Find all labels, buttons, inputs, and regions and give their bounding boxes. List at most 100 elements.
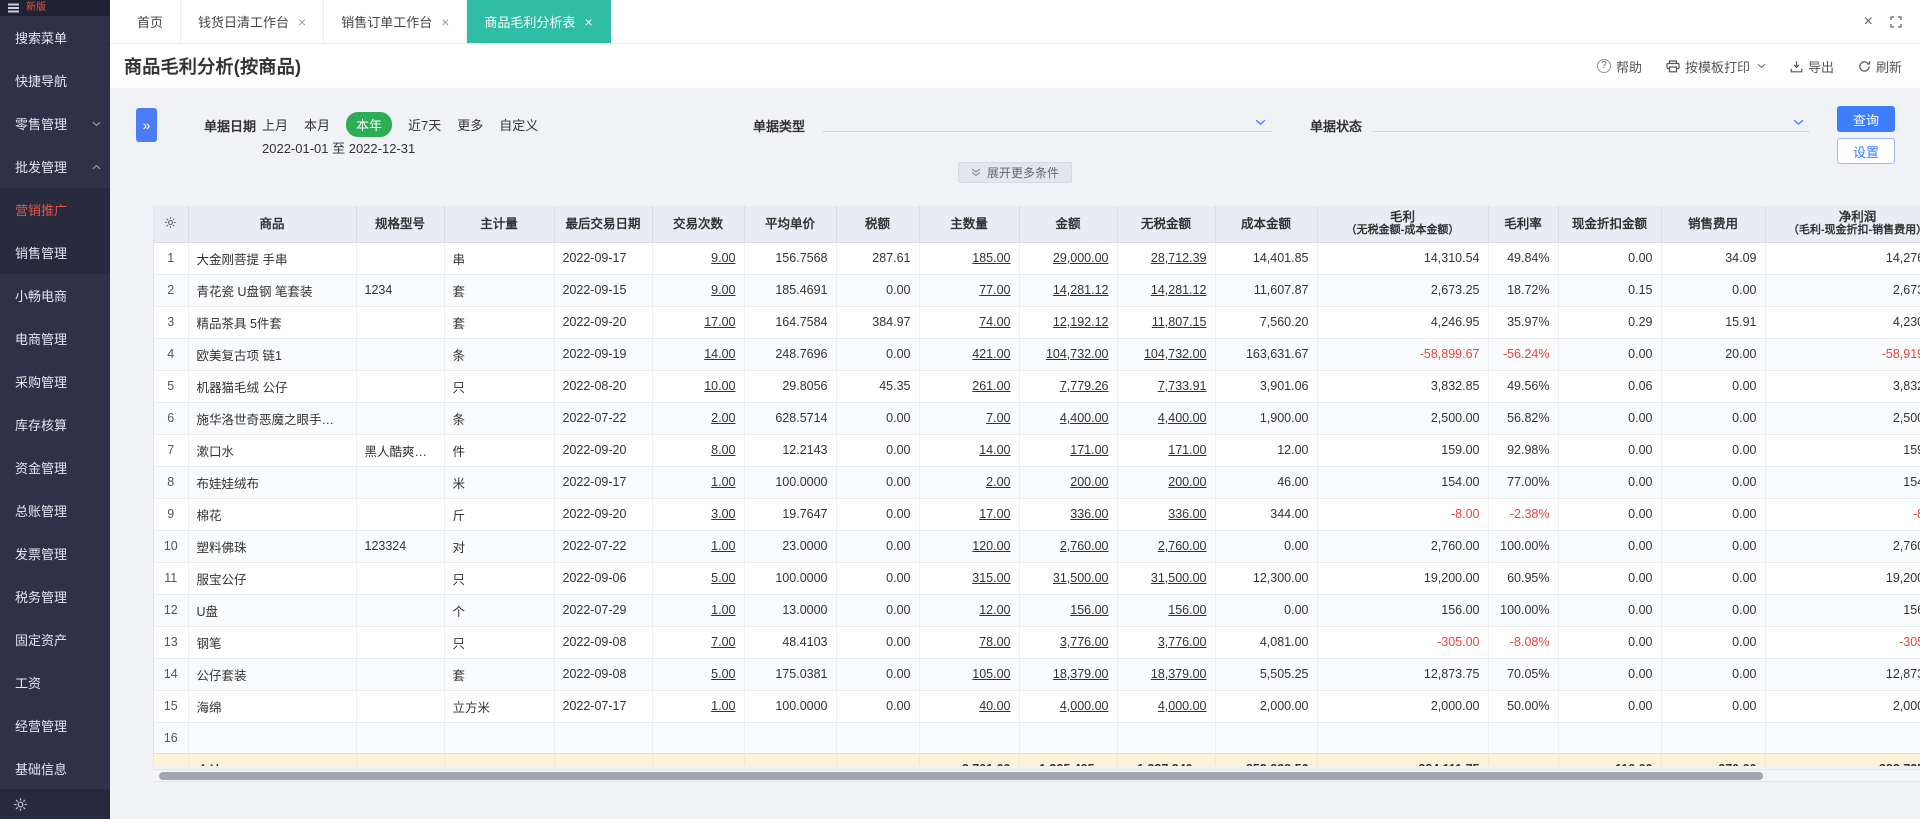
drilldown-link[interactable]: 7.00 (919, 402, 1020, 435)
sidebar-item[interactable]: 电商管理 (0, 317, 110, 360)
drilldown-link[interactable]: 315.00 (919, 562, 1020, 595)
drilldown-link[interactable]: 156.00 (1019, 594, 1118, 627)
sidebar-item[interactable]: 销售管理 (0, 231, 110, 274)
sidebar-item[interactable]: 基础信息 (0, 747, 110, 789)
date-quick-option[interactable]: 近7天 (408, 117, 442, 133)
drilldown-link[interactable]: 4,400.00 (1019, 402, 1118, 435)
drilldown-link[interactable]: 3,776.00 (1019, 626, 1118, 659)
doc-status-select[interactable] (1372, 106, 1810, 132)
column-header[interactable]: 规格型号 (356, 206, 445, 243)
column-header[interactable]: 最后交易日期 (554, 206, 653, 243)
drilldown-link[interactable]: 9.00 (652, 274, 745, 307)
drilldown-link[interactable]: 336.00 (1019, 498, 1118, 531)
drilldown-link[interactable]: 3,776.00 (1117, 626, 1216, 659)
settings-button[interactable]: 设置 (1837, 138, 1895, 164)
drilldown-link[interactable]: 200.00 (1117, 466, 1216, 499)
column-settings[interactable] (154, 206, 189, 243)
sidebar-item[interactable]: 固定资产 (0, 618, 110, 661)
drilldown-link[interactable]: 4,000.00 (1019, 690, 1118, 723)
drilldown-link[interactable]: 8.00 (652, 434, 745, 467)
drilldown-link[interactable]: 14.00 (652, 338, 745, 371)
collapse-filter-button[interactable]: » (136, 108, 157, 142)
column-header[interactable]: 销售费用 (1661, 206, 1766, 243)
help-button[interactable]: ? 帮助 (1596, 57, 1642, 76)
drilldown-link[interactable]: 120.00 (919, 530, 1020, 563)
sidebar-item[interactable]: 资金管理 (0, 446, 110, 489)
gear-icon[interactable] (164, 216, 177, 229)
drilldown-link[interactable]: 1.00 (652, 466, 745, 499)
drilldown-link[interactable]: 29,000.00 (1019, 242, 1118, 275)
sidebar-item[interactable]: 营销推广 (0, 188, 110, 231)
drilldown-link[interactable]: 11,807.15 (1117, 306, 1216, 339)
hamburger-icon[interactable] (8, 7, 19, 9)
sidebar-item[interactable]: 发票管理 (0, 532, 110, 575)
drilldown-link[interactable]: 7.00 (652, 626, 745, 659)
tab[interactable]: 商品毛利分析表 × (467, 0, 611, 43)
drilldown-link[interactable]: 77.00 (919, 274, 1020, 307)
drilldown-link[interactable]: 78.00 (919, 626, 1020, 659)
drilldown-link[interactable]: 5.00 (652, 658, 745, 691)
query-button[interactable]: 查询 (1837, 106, 1895, 132)
drilldown-link[interactable]: 336.00 (1117, 498, 1216, 531)
drilldown-link[interactable]: 156.00 (1117, 594, 1216, 627)
drilldown-link[interactable]: 7,779.26 (1019, 370, 1118, 403)
drilldown-link[interactable]: 14,281.12 (1117, 274, 1216, 307)
column-header[interactable]: 净利润 （毛利-现金折扣-销售费用） (1765, 206, 1920, 243)
doc-type-select[interactable] (822, 106, 1272, 132)
date-quick-option[interactable]: 本年 (346, 111, 393, 137)
drilldown-link[interactable]: 2,760.00 (1019, 530, 1118, 563)
tab-close-icon[interactable]: × (584, 13, 593, 30)
column-header[interactable]: 主数量 (919, 206, 1020, 243)
horizontal-scrollbar[interactable] (153, 769, 1920, 782)
tab-close-icon[interactable]: × (441, 13, 450, 30)
column-header[interactable]: 现金折扣金额 (1558, 206, 1662, 243)
sidebar-item[interactable]: 税务管理 (0, 575, 110, 618)
drilldown-link[interactable]: 200.00 (1019, 466, 1118, 499)
gear-icon[interactable] (13, 797, 28, 812)
drilldown-link[interactable]: 9.00 (652, 242, 745, 275)
drilldown-link[interactable]: 3.00 (652, 498, 745, 531)
export-button[interactable]: 导出 (1790, 57, 1834, 76)
column-header[interactable]: 毛利 （无税金额-成本金额） (1317, 206, 1489, 243)
sidebar-item[interactable]: 库存核算 (0, 403, 110, 446)
tab-close-icon[interactable]: × (298, 13, 307, 30)
sidebar-item[interactable]: 搜索菜单 (0, 16, 110, 59)
drilldown-link[interactable]: 18,379.00 (1117, 658, 1216, 691)
drilldown-link[interactable]: 18,379.00 (1019, 658, 1118, 691)
drilldown-link[interactable]: 185.00 (919, 242, 1020, 275)
drilldown-link[interactable]: 104,732.00 (1019, 338, 1118, 371)
date-quick-option[interactable]: 更多 (457, 117, 484, 133)
column-header[interactable]: 税额 (836, 206, 920, 243)
drilldown-link[interactable]: 421.00 (919, 338, 1020, 371)
drilldown-link[interactable]: 17.00 (919, 498, 1020, 531)
print-by-template-button[interactable]: 按模板打印 (1666, 57, 1766, 76)
drilldown-link[interactable]: 1.00 (652, 530, 745, 563)
drilldown-link[interactable]: 7,733.91 (1117, 370, 1216, 403)
drilldown-link[interactable]: 2,760.00 (1117, 530, 1216, 563)
close-icon[interactable]: × (1863, 12, 1873, 30)
drilldown-link[interactable]: 17.00 (652, 306, 745, 339)
horizontal-scrollbar-thumb[interactable] (159, 772, 1763, 780)
drilldown-link[interactable]: 171.00 (1019, 434, 1118, 467)
drilldown-link[interactable]: 261.00 (919, 370, 1020, 403)
sidebar-item[interactable]: 工资 (0, 661, 110, 704)
column-header[interactable]: 主计量 (444, 206, 555, 243)
refresh-button[interactable]: 刷新 (1858, 57, 1902, 76)
column-header[interactable]: 商品 (188, 206, 357, 243)
tab[interactable]: 销售订单工作台 × (324, 0, 468, 43)
drilldown-link[interactable]: 14.00 (919, 434, 1020, 467)
column-header[interactable]: 金额 (1019, 206, 1118, 243)
column-header[interactable]: 平均单价 (744, 206, 837, 243)
drilldown-link[interactable]: 10.00 (652, 370, 745, 403)
column-header[interactable]: 无税金额 (1117, 206, 1216, 243)
sidebar-item[interactable]: 批发管理 (0, 145, 110, 188)
drilldown-link[interactable]: 171.00 (1117, 434, 1216, 467)
drilldown-link[interactable]: 12,192.12 (1019, 306, 1118, 339)
tab[interactable]: 首页 (120, 0, 182, 43)
tab[interactable]: 钱货日清工作台 × (181, 0, 325, 43)
sidebar-item[interactable]: 快捷导航 (0, 59, 110, 102)
column-header[interactable]: 毛利率 (1488, 206, 1559, 243)
drilldown-link[interactable]: 1.00 (652, 690, 745, 723)
drilldown-link[interactable]: 28,712.39 (1117, 242, 1216, 275)
column-header[interactable]: 成本金额 (1215, 206, 1318, 243)
